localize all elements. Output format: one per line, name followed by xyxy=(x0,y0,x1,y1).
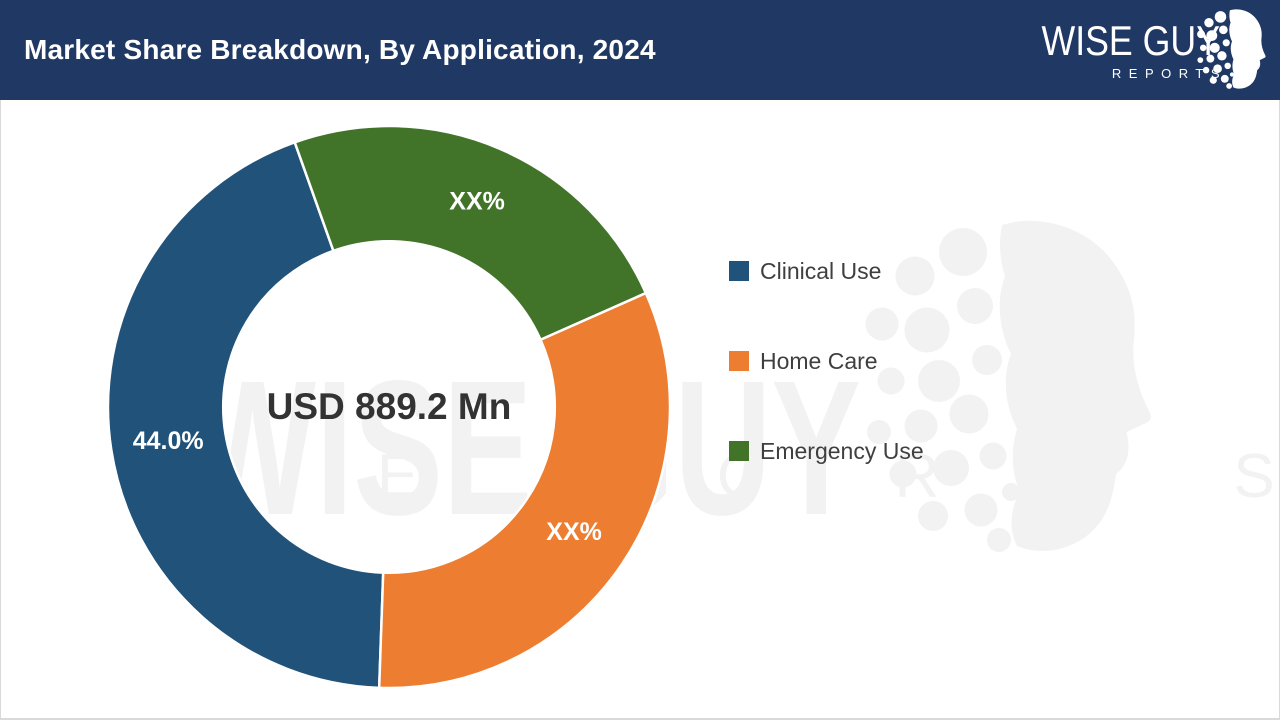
donut-chart: 44.0% XX% XX% xyxy=(106,124,672,690)
legend-label: Clinical Use xyxy=(760,257,882,284)
donut-segment-home-care xyxy=(377,291,672,690)
legend-item-clinical-use: Clinical Use xyxy=(729,255,924,287)
chart-legend: Clinical Use Home Care Emergency Use xyxy=(729,255,924,525)
logo-subtitle: REPORTS xyxy=(1111,65,1227,81)
chart-area: WISE GUY R E P O R T S 44.0% XX% XX% USD 8… xyxy=(0,100,1280,720)
segment-percent-label: XX% xyxy=(546,518,602,546)
wise-guy-logo: WISE GUY REPORTS xyxy=(1010,8,1268,92)
legend-swatch-icon xyxy=(729,441,749,461)
donut-segment-clinical-use xyxy=(106,141,385,690)
header-bar: Market Share Breakdown, By Application, … xyxy=(0,0,1280,100)
segment-percent-label: 44.0% xyxy=(133,427,204,455)
legend-item-home-care: Home Care xyxy=(729,345,924,377)
logo-head-icon xyxy=(1197,9,1266,89)
logo-wordmark: WISE GUY xyxy=(1041,16,1220,64)
legend-label: Home Care xyxy=(760,347,878,374)
legend-item-emergency-use: Emergency Use xyxy=(729,435,924,467)
legend-swatch-icon xyxy=(729,261,749,281)
donut-center-value: USD 889.2 Mn xyxy=(266,386,512,427)
watermark-head-icon xyxy=(865,220,1151,552)
legend-label: Emergency Use xyxy=(760,437,924,464)
page-title: Market Share Breakdown, By Application, … xyxy=(24,34,656,65)
legend-swatch-icon xyxy=(729,351,749,371)
logo-text: WISE GUY REPORTS xyxy=(1010,16,1220,81)
segment-percent-label: XX% xyxy=(449,188,505,216)
donut-segment-emergency-use xyxy=(293,124,648,342)
